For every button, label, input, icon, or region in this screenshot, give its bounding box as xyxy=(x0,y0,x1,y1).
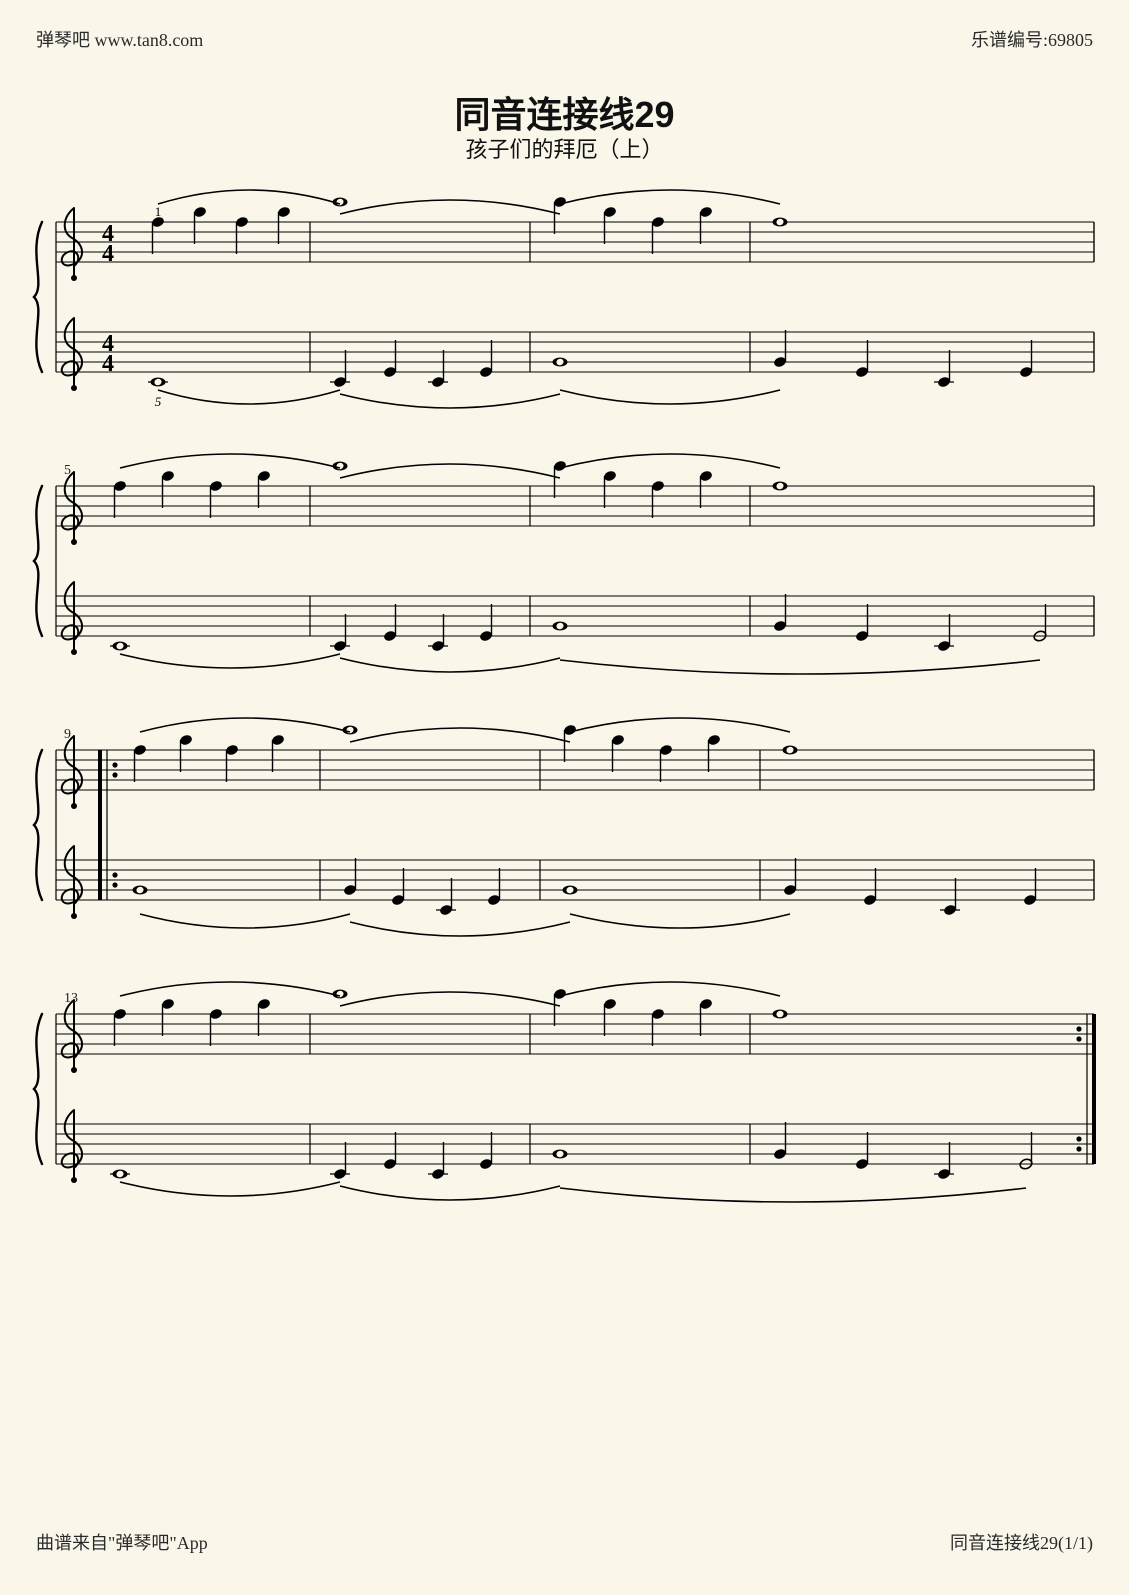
svg-text:1: 1 xyxy=(155,204,162,219)
svg-text:5: 5 xyxy=(155,394,162,409)
music-score: 4444155913 xyxy=(0,0,1129,1595)
footer-source: 曲谱来自"弹琴吧"App xyxy=(36,1529,208,1555)
svg-text:9: 9 xyxy=(64,727,71,742)
footer-indicator: (1/1) xyxy=(1058,1533,1093,1553)
svg-text:5: 5 xyxy=(64,463,71,478)
svg-text:13: 13 xyxy=(64,991,78,1006)
footer-title: 同音连接线29 xyxy=(950,1533,1058,1553)
svg-text:4: 4 xyxy=(102,241,114,267)
svg-text:4: 4 xyxy=(102,351,114,377)
footer-page: 同音连接线29(1/1) xyxy=(950,1529,1093,1555)
